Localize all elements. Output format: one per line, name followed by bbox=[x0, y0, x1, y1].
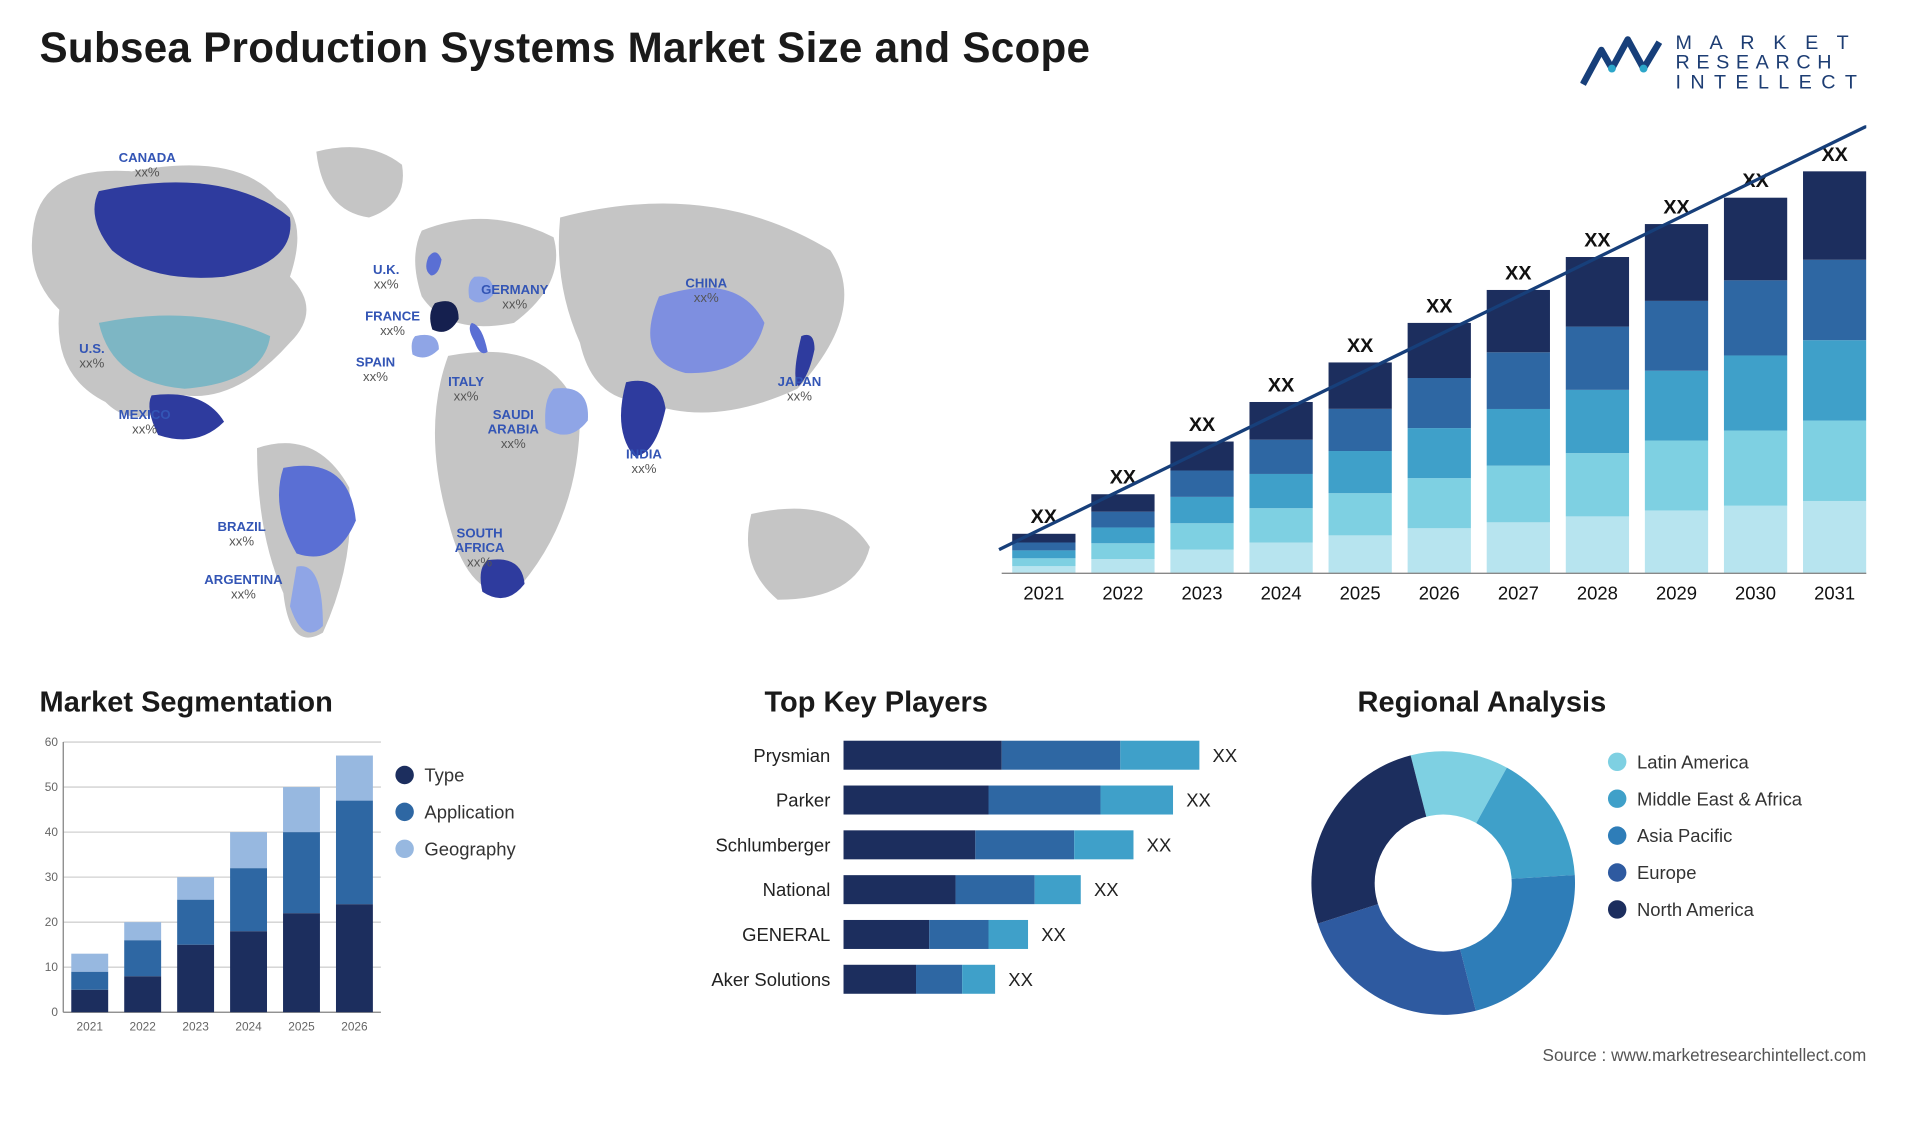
key-players-chart: PrysmianXXParkerXXSchlumbergerXXNational… bbox=[659, 738, 1278, 1007]
player-bar bbox=[844, 920, 1029, 949]
player-bar bbox=[844, 830, 1134, 859]
svg-text:40: 40 bbox=[45, 825, 59, 839]
seg-legend-application: Application bbox=[395, 801, 515, 822]
map-label-saudi-arabia: SAUDIARABIAxx% bbox=[488, 409, 539, 452]
logo-line2: RESEARCH bbox=[1675, 52, 1866, 72]
player-row: GENERAL XX bbox=[659, 917, 1278, 951]
svg-text:2027: 2027 bbox=[1498, 583, 1539, 604]
player-label: Aker Solutions bbox=[659, 969, 844, 990]
region-legend-item: North America bbox=[1608, 899, 1802, 920]
svg-text:10: 10 bbox=[45, 960, 59, 974]
svg-text:XX: XX bbox=[1189, 414, 1215, 436]
seg-legend-type: Type bbox=[395, 764, 515, 785]
region-legend-item: Latin America bbox=[1608, 751, 1802, 772]
player-value: XX bbox=[1147, 834, 1172, 855]
map-label-south-africa: SOUTHAFRICAxx% bbox=[455, 527, 505, 570]
svg-text:30: 30 bbox=[45, 870, 59, 884]
source-text: Source : www.marketresearchintellect.com bbox=[1543, 1045, 1867, 1065]
player-label: GENERAL bbox=[659, 924, 844, 945]
player-value: XX bbox=[1008, 969, 1033, 990]
svg-text:2021: 2021 bbox=[77, 1020, 104, 1034]
map-label-japan: JAPANxx% bbox=[778, 376, 822, 405]
key-players-title: Top Key Players bbox=[764, 685, 987, 719]
svg-text:2021: 2021 bbox=[1023, 583, 1064, 604]
seg-legend-geography: Geography bbox=[395, 838, 515, 859]
player-label: Schlumberger bbox=[659, 834, 844, 855]
player-label: Parker bbox=[659, 789, 844, 810]
player-value: XX bbox=[1041, 924, 1066, 945]
svg-text:2023: 2023 bbox=[182, 1020, 209, 1034]
player-value: XX bbox=[1094, 879, 1119, 900]
svg-text:0: 0 bbox=[51, 1005, 58, 1019]
svg-text:2030: 2030 bbox=[1735, 583, 1776, 604]
logo-line3: INTELLECT bbox=[1675, 72, 1866, 92]
svg-text:2024: 2024 bbox=[1261, 583, 1302, 604]
segmentation-chart: 0 10 20 30 40 50 60 2021 2022 2023 2024 2025 2026 bbox=[26, 731, 388, 1041]
logo-swoosh-icon bbox=[1581, 29, 1663, 95]
svg-text:XX: XX bbox=[1426, 295, 1452, 317]
map-label-spain: SPAINxx% bbox=[356, 356, 395, 385]
svg-text:XX: XX bbox=[1505, 262, 1531, 284]
svg-text:2026: 2026 bbox=[341, 1020, 368, 1034]
segmentation-title: Market Segmentation bbox=[40, 685, 333, 719]
svg-text:2028: 2028 bbox=[1577, 583, 1618, 604]
map-label-u-s-: U.S.xx% bbox=[79, 343, 105, 372]
world-map: CANADAxx% U.S.xx% MEXICOxx% BRAZILxx% ARGENT… bbox=[26, 125, 935, 652]
map-label-canada: CANADAxx% bbox=[119, 152, 176, 181]
logo-line1: M A R K E T bbox=[1675, 32, 1866, 52]
svg-text:20: 20 bbox=[45, 915, 59, 929]
growth-chart: XX2021XX2022XX2023XX2024XX2025XX2026XX20… bbox=[996, 125, 1866, 626]
svg-text:2025: 2025 bbox=[288, 1020, 315, 1034]
player-row: Parker XX bbox=[659, 783, 1278, 817]
svg-text:2023: 2023 bbox=[1182, 583, 1223, 604]
svg-text:60: 60 bbox=[45, 735, 59, 749]
player-row: National XX bbox=[659, 873, 1278, 907]
map-label-india: INDIAxx% bbox=[626, 448, 662, 477]
svg-text:2026: 2026 bbox=[1419, 583, 1460, 604]
map-label-italy: ITALYxx% bbox=[448, 376, 484, 405]
player-value: XX bbox=[1186, 789, 1211, 810]
segmentation-legend: Type Application Geography bbox=[395, 764, 515, 875]
svg-text:50: 50 bbox=[45, 780, 59, 794]
player-row: Aker Solutions XX bbox=[659, 962, 1278, 996]
region-legend-item: Asia Pacific bbox=[1608, 825, 1802, 846]
player-value: XX bbox=[1213, 745, 1238, 766]
map-label-argentina: ARGENTINAxx% bbox=[204, 573, 282, 602]
player-bar bbox=[844, 965, 996, 994]
player-bar bbox=[844, 875, 1081, 904]
map-label-u-k-: U.K.xx% bbox=[373, 264, 399, 293]
player-label: Prysmian bbox=[659, 745, 844, 766]
svg-text:2029: 2029 bbox=[1656, 583, 1697, 604]
svg-text:XX: XX bbox=[1584, 229, 1610, 251]
svg-text:2022: 2022 bbox=[129, 1020, 155, 1034]
page-title: Subsea Production Systems Market Size an… bbox=[40, 24, 1091, 73]
region-legend-item: Middle East & Africa bbox=[1608, 788, 1802, 809]
player-row: Prysmian XX bbox=[659, 738, 1278, 772]
map-label-mexico: MEXICOxx% bbox=[119, 409, 171, 438]
regional-title: Regional Analysis bbox=[1358, 685, 1607, 719]
regional-legend: Latin America Middle East & Africa Asia Pa… bbox=[1608, 751, 1802, 936]
svg-text:2025: 2025 bbox=[1340, 583, 1381, 604]
map-label-brazil: BRAZILxx% bbox=[217, 521, 265, 550]
svg-text:2022: 2022 bbox=[1102, 583, 1143, 604]
map-label-germany: GERMANYxx% bbox=[481, 283, 548, 312]
svg-text:XX: XX bbox=[1347, 335, 1373, 357]
map-label-france: FRANCExx% bbox=[365, 310, 420, 339]
svg-text:XX: XX bbox=[1268, 374, 1294, 396]
player-bar bbox=[844, 741, 1200, 770]
player-bar bbox=[844, 786, 1174, 815]
svg-text:2024: 2024 bbox=[235, 1020, 262, 1034]
region-legend-item: Europe bbox=[1608, 862, 1802, 883]
player-row: Schlumberger XX bbox=[659, 828, 1278, 862]
svg-text:2031: 2031 bbox=[1814, 583, 1855, 604]
map-label-china: CHINAxx% bbox=[685, 277, 727, 306]
regional-donut bbox=[1298, 738, 1588, 1028]
brand-logo: M A R K E T RESEARCH INTELLECT bbox=[1581, 29, 1867, 95]
player-label: National bbox=[659, 879, 844, 900]
